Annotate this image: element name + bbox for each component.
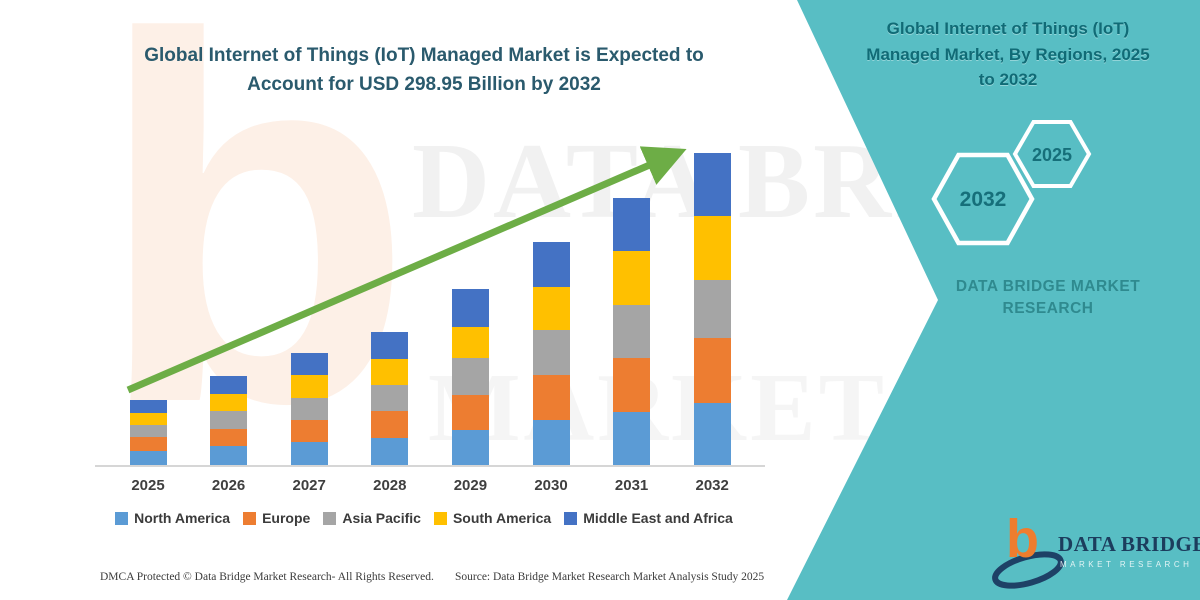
- chart-title-line1: Global Internet of Things (IoT) Managed …: [144, 45, 704, 66]
- bar-column-2032: [693, 153, 731, 465]
- plot-area: [95, 140, 765, 467]
- bar-segment-2029: [451, 326, 489, 359]
- legend-item: Europe: [243, 510, 310, 526]
- bar-segment-2027: [290, 375, 328, 398]
- legend-swatch-icon: [115, 511, 129, 525]
- bar-column-2026: [210, 376, 248, 465]
- source-text: Source: Data Bridge Market Research Mark…: [455, 571, 765, 583]
- legend-label: Middle East and Africa: [583, 510, 733, 526]
- bar-segment-2032: [693, 280, 731, 338]
- year-hexagons: 2032 2025: [931, 120, 1092, 246]
- bar-segment-2032: [693, 403, 731, 465]
- legend-swatch-icon: [323, 511, 337, 525]
- legend-item: North America: [115, 510, 230, 526]
- legend-label: Asia Pacific: [342, 510, 421, 526]
- hexagon-2032-label: 2032: [960, 188, 1007, 211]
- x-axis-label-2029: 2029: [453, 477, 488, 494]
- hexagon-2025-icon: [1012, 120, 1092, 188]
- bar-segment-2025: [129, 425, 167, 438]
- bar-column-2027: [290, 353, 328, 465]
- bar-column-2028: [371, 332, 409, 465]
- bar-segment-2030: [532, 420, 570, 465]
- dmca-copyright-text: DMCA Protected © Data Bridge Market Rese…: [100, 571, 434, 583]
- trend-arrow-icon: [126, 146, 687, 394]
- logo-swoosh-icon: [992, 551, 1064, 589]
- panel-heading-line3: to 2032: [978, 70, 1038, 89]
- legend-label: North America: [134, 510, 231, 526]
- legend-swatch-icon: [433, 511, 447, 525]
- bar-segment-2030: [532, 286, 570, 331]
- bar-segment-2030: [532, 330, 570, 376]
- bar-segment-2028: [371, 358, 409, 386]
- x-axis-label-2032: 2032: [695, 477, 729, 494]
- x-axis-label-2030: 2030: [534, 477, 568, 494]
- bar-segment-2028: [371, 385, 409, 412]
- x-axis-labels: 2025 2026 2027 2028 2029 2030 2031 2032: [95, 477, 765, 501]
- bar-segment-2025: [129, 400, 167, 413]
- legend-item: South America: [433, 510, 552, 526]
- x-axis-label-2026: 2026: [211, 477, 246, 494]
- bar-segment-2031: [613, 251, 651, 305]
- bar-segment-2032: [693, 338, 731, 403]
- brand-text: DATA BRIDGE MARKET RESEARCH: [900, 276, 1196, 321]
- hexagon-2032-icon: [931, 152, 1035, 246]
- bar-segment-2027: [290, 419, 328, 442]
- bar-segment-2029: [451, 430, 489, 465]
- legend-label: Europe: [262, 510, 311, 526]
- legend-swatch-icon: [564, 511, 578, 525]
- bar-segment-2028: [371, 332, 409, 359]
- bar-segment-2031: [613, 358, 651, 412]
- bar-segment-2028: [371, 437, 409, 465]
- bar-segment-2029: [451, 395, 489, 430]
- bar-column-2025: [129, 400, 167, 465]
- bar-segment-2027: [290, 353, 328, 376]
- bar-segment-2025: [129, 450, 167, 465]
- brand-text-line1: DATA BRIDGE MARKET: [955, 278, 1141, 295]
- bar-column-2030: [532, 241, 570, 465]
- chart-legend: North America Europe Asia Pacific South Ame…: [88, 510, 760, 526]
- bar-segment-2030: [532, 241, 570, 287]
- chart-title-line2: Account for USD 298.95 Billion by 2032: [247, 73, 601, 95]
- logo-name-text: DATA BRIDGE: [1058, 532, 1200, 556]
- bar-column-2031: [613, 198, 651, 465]
- bar-segment-2029: [451, 288, 489, 327]
- stacked-bars-layer: [95, 140, 765, 465]
- hexagon-2025-label: 2025: [1032, 145, 1072, 165]
- bar-segment-2028: [371, 411, 409, 438]
- logo-tagline-text: MARKET RESEARCH: [1060, 560, 1193, 569]
- bar-segment-2031: [613, 411, 651, 465]
- panel-heading-line1: Global Internet of Things (IoT): [886, 19, 1130, 38]
- chart-title: Global Internet of Things (IoT) Managed …: [88, 42, 760, 99]
- bar-segment-2031: [613, 304, 651, 359]
- bar-segment-2026: [210, 393, 248, 412]
- bar-segment-2026: [210, 428, 248, 447]
- bar-segment-2027: [290, 442, 328, 465]
- x-axis-label-2031: 2031: [614, 477, 649, 494]
- bar-segment-2031: [613, 198, 651, 252]
- bar-segment-2026: [210, 411, 248, 429]
- brand-text-line2: RESEARCH: [1002, 300, 1094, 318]
- data-bridge-logo: b DATA BRIDGE MARKET RESEARCH: [992, 509, 1200, 589]
- bar-segment-2029: [451, 358, 489, 395]
- bar-segment-2025: [129, 412, 167, 426]
- bar-segment-2032: [693, 216, 731, 280]
- x-axis-label-2025: 2025: [131, 477, 165, 494]
- legend-label: South America: [452, 510, 552, 526]
- bar-segment-2027: [290, 397, 328, 420]
- panel-heading-line2: Managed Market, By Regions, 2025: [866, 44, 1150, 64]
- bar-segment-2026: [210, 446, 248, 465]
- legend-item: Middle East and Africa: [564, 510, 733, 526]
- x-axis-label-2028: 2028: [373, 477, 407, 494]
- panel-heading: Global Internet of Things (IoT) Managed …: [822, 16, 1194, 93]
- bar-segment-2026: [210, 376, 248, 394]
- bar-column-2029: [451, 288, 489, 465]
- bar-segment-2032: [693, 153, 731, 216]
- legend-item: Asia Pacific: [323, 510, 421, 526]
- bar-segment-2025: [129, 437, 167, 451]
- bar-segment-2030: [532, 375, 570, 421]
- x-axis-label-2027: 2027: [292, 477, 326, 494]
- legend-swatch-icon: [243, 511, 257, 525]
- logo-b-icon: b: [1006, 509, 1039, 569]
